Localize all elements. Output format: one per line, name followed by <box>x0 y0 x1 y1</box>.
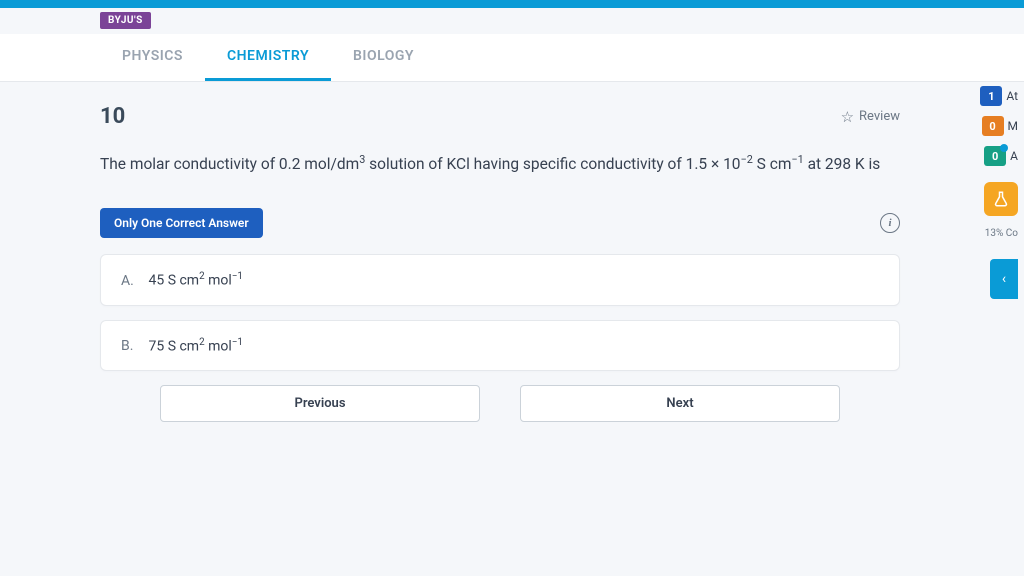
rail-percent: 13% Co <box>985 228 1018 239</box>
brand-logo: BYJU'S <box>100 12 151 29</box>
logo-bar: BYJU'S <box>0 8 1024 34</box>
subject-tabs: PHYSICS CHEMISTRY BIOLOGY <box>0 34 1024 82</box>
option-letter: B. <box>121 338 145 354</box>
nav-buttons: Previous Next <box>100 385 900 422</box>
info-icon[interactable]: i <box>880 213 900 233</box>
answer-type-badge: Only One Correct Answer <box>100 208 263 238</box>
tab-biology[interactable]: BIOLOGY <box>331 34 436 81</box>
review-label: Review <box>859 109 900 124</box>
rail-count-answered: 0 <box>984 146 1006 166</box>
option-a[interactable]: A. 45 S cm2 mol−1 <box>100 254 900 306</box>
rail-count-attempted: 1 <box>980 86 1002 106</box>
tab-physics[interactable]: PHYSICS <box>100 34 205 81</box>
rail-attempted[interactable]: 1 At <box>980 86 1018 106</box>
rail-marked[interactable]: 0 M <box>982 116 1018 136</box>
star-icon: ☆ <box>841 108 854 126</box>
previous-button[interactable]: Previous <box>160 385 480 422</box>
flask-icon[interactable] <box>984 182 1018 216</box>
rail-expand-button[interactable]: ‹ <box>990 259 1018 299</box>
option-b[interactable]: B. 75 S cm2 mol−1 <box>100 320 900 372</box>
main-content: 10 ☆ Review The molar conductivity of 0.… <box>0 104 1024 422</box>
right-rail: 1 At 0 M 0 A 13% Co ‹ <box>976 86 1024 299</box>
question-header: 10 ☆ Review <box>100 104 900 129</box>
question-text: The molar conductivity of 0.2 mol/dm3 so… <box>100 149 900 180</box>
review-button[interactable]: ☆ Review <box>841 108 900 126</box>
badge-row: Only One Correct Answer i <box>100 208 900 238</box>
tab-chemistry[interactable]: CHEMISTRY <box>205 34 331 81</box>
top-accent-strip <box>0 0 1024 8</box>
question-number: 10 <box>100 104 125 129</box>
option-letter: A. <box>121 273 145 289</box>
rail-count-marked: 0 <box>982 116 1004 136</box>
rail-answered[interactable]: 0 A <box>984 146 1018 166</box>
next-button[interactable]: Next <box>520 385 840 422</box>
